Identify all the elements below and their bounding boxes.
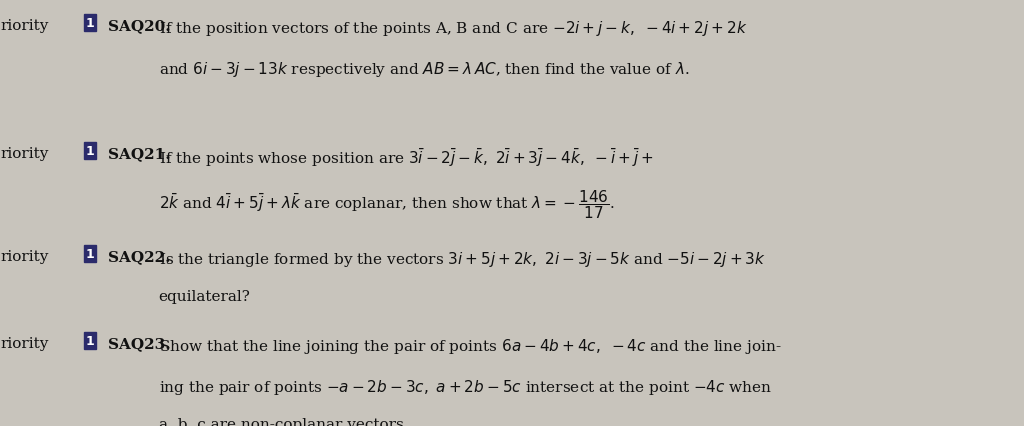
Text: a, b, c are non-coplanar vectors.: a, b, c are non-coplanar vectors.	[159, 417, 409, 426]
Text: riority: riority	[0, 19, 48, 33]
Text: riority: riority	[0, 147, 48, 161]
Text: equilateral?: equilateral?	[159, 290, 251, 304]
Text: SAQ22.: SAQ22.	[108, 249, 170, 263]
Text: If the position vectors of the points A, B and C are $-2i+j-k,\ -4i+2j+2k$: If the position vectors of the points A,…	[159, 19, 748, 38]
Text: and $6i-3j-13k$ respectively and $AB=\lambda\,AC$, then find the value of $\lamb: and $6i-3j-13k$ respectively and $AB=\la…	[159, 60, 689, 78]
Text: SAQ23.: SAQ23.	[108, 337, 170, 351]
Text: 1: 1	[86, 334, 94, 347]
Text: riority: riority	[0, 249, 48, 263]
Text: SAQ21.: SAQ21.	[108, 147, 170, 161]
Text: 1: 1	[86, 145, 94, 158]
Text: $2\bar{k}$ and $4\bar{i}+5\bar{j}+\lambda\bar{k}$ are coplanar, then show that $: $2\bar{k}$ and $4\bar{i}+5\bar{j}+\lambd…	[159, 187, 614, 220]
Text: SAQ20.: SAQ20.	[108, 19, 170, 33]
Text: 1: 1	[86, 247, 94, 260]
Text: riority: riority	[0, 337, 48, 351]
Text: 1: 1	[86, 17, 94, 30]
Text: Show that the line joining the pair of points $6a-4b+4c,\ -4c$ and the line join: Show that the line joining the pair of p…	[159, 337, 781, 355]
Text: Is the triangle formed by the vectors $3i+5j+2k,\ 2i-3j-5k$ and $-5i-2j+3k$: Is the triangle formed by the vectors $3…	[159, 249, 766, 268]
Text: ing the pair of points $-a-2b-3c,\ a+2b-5c$ intersect at the point $-4c$ when: ing the pair of points $-a-2b-3c,\ a+2b-…	[159, 377, 772, 396]
Text: If the points whose position are $3\bar{i}-2\bar{j}-\bar{k},\ 2\bar{i}+3\bar{j}-: If the points whose position are $3\bar{…	[159, 147, 653, 169]
